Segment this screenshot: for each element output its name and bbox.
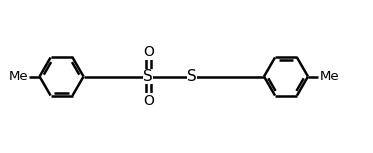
Text: O: O <box>143 45 154 59</box>
Text: Me: Me <box>8 70 28 83</box>
Text: O: O <box>143 94 154 108</box>
Text: S: S <box>187 69 197 84</box>
Text: S: S <box>144 69 153 84</box>
Text: Me: Me <box>320 70 339 83</box>
